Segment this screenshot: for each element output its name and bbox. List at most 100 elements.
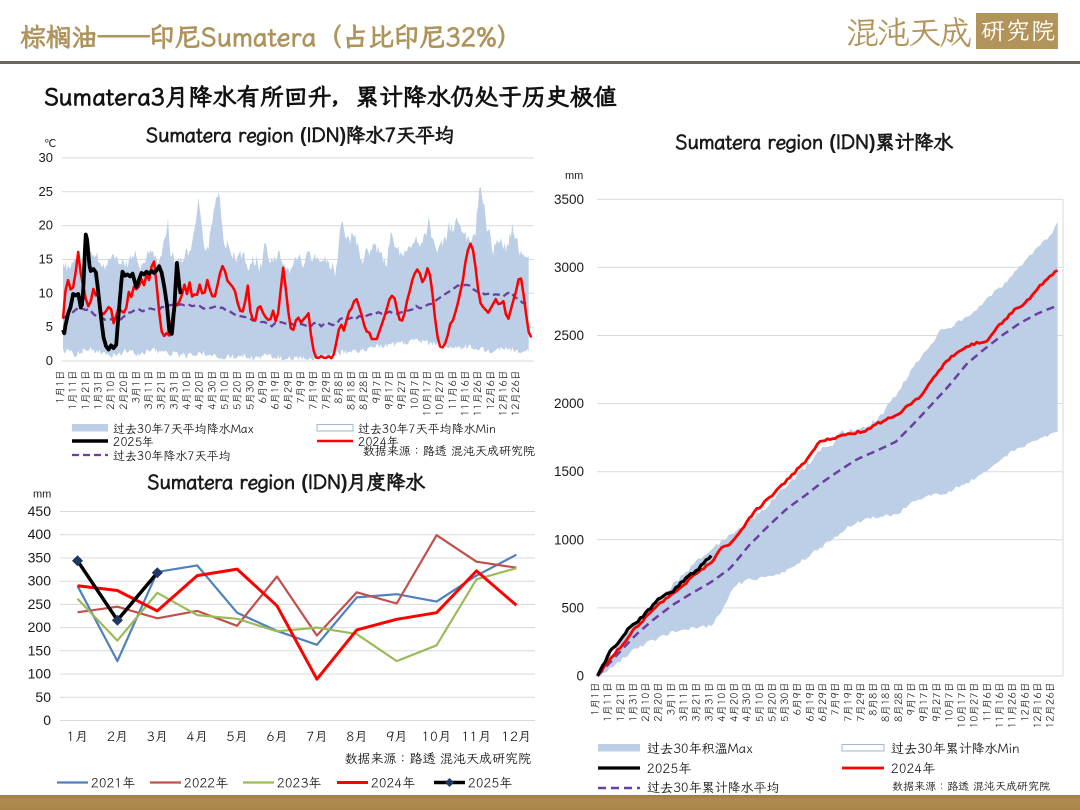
svg-text:100: 100 (28, 666, 52, 682)
svg-text:0: 0 (576, 669, 584, 684)
svg-text:过去30年7天平均降水Max: 过去30年7天平均降水Max (113, 422, 254, 437)
svg-text:1月21日: 1月21日 (78, 370, 92, 410)
svg-text:6月19日: 6月19日 (802, 682, 816, 722)
svg-text:10: 10 (39, 285, 53, 300)
svg-text:11月26日: 11月26日 (1005, 682, 1019, 728)
svg-text:2021年: 2021年 (91, 775, 135, 792)
svg-text:1月: 1月 (67, 727, 89, 745)
svg-text:12月16日: 12月16日 (495, 370, 509, 416)
svg-text:10月17日: 10月17日 (420, 370, 434, 416)
svg-text:Sumatera region (IDN)降水7天平均: Sumatera region (IDN)降水7天平均 (146, 121, 454, 148)
svg-text:11月16日: 11月16日 (458, 370, 472, 416)
svg-text:150: 150 (28, 642, 52, 658)
svg-text:1月11日: 1月11日 (65, 370, 79, 410)
svg-text:11月6日: 11月6日 (445, 370, 459, 410)
svg-text:12月6日: 12月6日 (483, 370, 497, 410)
svg-text:4月20日: 4月20日 (727, 682, 741, 722)
svg-text:数据来源：路透 混沌天成研究院: 数据来源：路透 混沌天成研究院 (344, 750, 531, 767)
svg-text:50: 50 (35, 689, 51, 705)
svg-text:11月26日: 11月26日 (470, 370, 484, 416)
svg-text:6月9日: 6月9日 (790, 682, 804, 716)
svg-text:4月10日: 4月10日 (179, 370, 193, 410)
svg-text:10月27日: 10月27日 (432, 370, 446, 416)
svg-text:3月31日: 3月31日 (701, 682, 715, 723)
svg-text:5月30日: 5月30日 (777, 682, 791, 722)
svg-text:450: 450 (28, 503, 52, 519)
svg-text:9月7日: 9月7日 (904, 682, 918, 716)
svg-text:3月21日: 3月21日 (689, 682, 703, 723)
svg-text:过去30年累计降水平均: 过去30年累计降水平均 (647, 779, 780, 796)
svg-text:30: 30 (39, 150, 53, 165)
svg-text:7月19日: 7月19日 (840, 682, 854, 722)
svg-text:5月20日: 5月20日 (765, 682, 779, 722)
svg-text:1500: 1500 (554, 464, 584, 479)
svg-text:9月27日: 9月27日 (394, 370, 408, 410)
svg-text:1月1日: 1月1日 (53, 370, 67, 404)
svg-text:20: 20 (39, 218, 53, 233)
svg-text:10月27日: 10月27日 (967, 682, 981, 728)
svg-text:11月16日: 11月16日 (992, 682, 1006, 728)
svg-text:10月7日: 10月7日 (407, 370, 421, 410)
svg-text:2023年: 2023年 (277, 775, 321, 792)
svg-text:3月11日: 3月11日 (676, 682, 690, 723)
svg-text:400: 400 (28, 526, 52, 542)
svg-text:Sumatera region (IDN)累计降水: Sumatera region (IDN)累计降水 (675, 128, 954, 155)
svg-text:8月8日: 8月8日 (866, 682, 880, 716)
svg-text:12月6日: 12月6日 (1017, 682, 1031, 722)
svg-text:7月19日: 7月19日 (306, 370, 320, 410)
svg-text:3月: 3月 (146, 727, 168, 745)
svg-text:3月31日: 3月31日 (166, 370, 180, 411)
svg-text:7月29日: 7月29日 (853, 682, 867, 722)
svg-text:5月: 5月 (226, 727, 248, 745)
svg-text:数据来源：路透 混沌天成研究院: 数据来源：路透 混沌天成研究院 (892, 780, 1050, 794)
svg-text:11月6日: 11月6日 (979, 682, 993, 722)
svg-text:过去30年积温Max: 过去30年积温Max (647, 740, 753, 757)
svg-text:4月30日: 4月30日 (739, 682, 753, 722)
svg-text:12月26日: 12月26日 (508, 370, 522, 416)
svg-text:3500: 3500 (554, 192, 584, 207)
svg-text:9月17日: 9月17日 (382, 370, 396, 410)
svg-text:300: 300 (28, 573, 52, 589)
svg-text:6月29日: 6月29日 (815, 682, 829, 722)
svg-text:1月31日: 1月31日 (91, 370, 105, 410)
svg-text:2025年: 2025年 (468, 775, 512, 792)
svg-text:过去30年7天平均降水Min: 过去30年7天平均降水Min (358, 422, 496, 437)
svg-text:6月29日: 6月29日 (280, 370, 294, 410)
svg-text:℃: ℃ (44, 138, 56, 150)
svg-text:2月10日: 2月10日 (638, 682, 652, 722)
svg-text:10月: 10月 (422, 727, 452, 745)
svg-text:2000: 2000 (554, 396, 584, 411)
svg-text:3月11日: 3月11日 (141, 370, 155, 411)
svg-text:2022年: 2022年 (184, 775, 228, 792)
svg-text:350: 350 (28, 549, 52, 565)
svg-text:8月8日: 8月8日 (331, 370, 345, 404)
svg-text:10月17日: 10月17日 (954, 682, 968, 728)
svg-text:8月18日: 8月18日 (878, 682, 892, 722)
svg-text:2024年: 2024年 (891, 760, 935, 777)
svg-text:8月28日: 8月28日 (356, 370, 370, 410)
svg-text:0: 0 (43, 712, 51, 728)
svg-text:4月: 4月 (186, 727, 208, 745)
svg-text:7月9日: 7月9日 (828, 682, 842, 716)
svg-text:3月1日: 3月1日 (128, 370, 142, 405)
svg-text:11月: 11月 (462, 727, 492, 745)
svg-text:0: 0 (46, 353, 53, 368)
svg-text:2025年: 2025年 (113, 435, 154, 450)
svg-text:mm: mm (33, 489, 51, 501)
svg-text:4月20日: 4月20日 (192, 370, 206, 410)
svg-text:500: 500 (561, 600, 584, 615)
svg-text:5月10日: 5月10日 (217, 370, 231, 410)
svg-text:9月7日: 9月7日 (369, 370, 383, 404)
svg-text:mm: mm (565, 170, 583, 182)
svg-text:10月7日: 10月7日 (941, 682, 955, 722)
svg-text:6月: 6月 (266, 727, 288, 745)
svg-text:8月28日: 8月28日 (891, 682, 905, 722)
svg-text:8月: 8月 (346, 727, 368, 745)
svg-text:200: 200 (28, 619, 52, 635)
svg-text:2500: 2500 (554, 328, 584, 343)
svg-text:7月9日: 7月9日 (293, 370, 307, 404)
svg-text:15: 15 (39, 252, 53, 267)
svg-text:250: 250 (28, 596, 52, 612)
svg-text:5月20日: 5月20日 (230, 370, 244, 410)
svg-text:5月10日: 5月10日 (752, 682, 766, 722)
